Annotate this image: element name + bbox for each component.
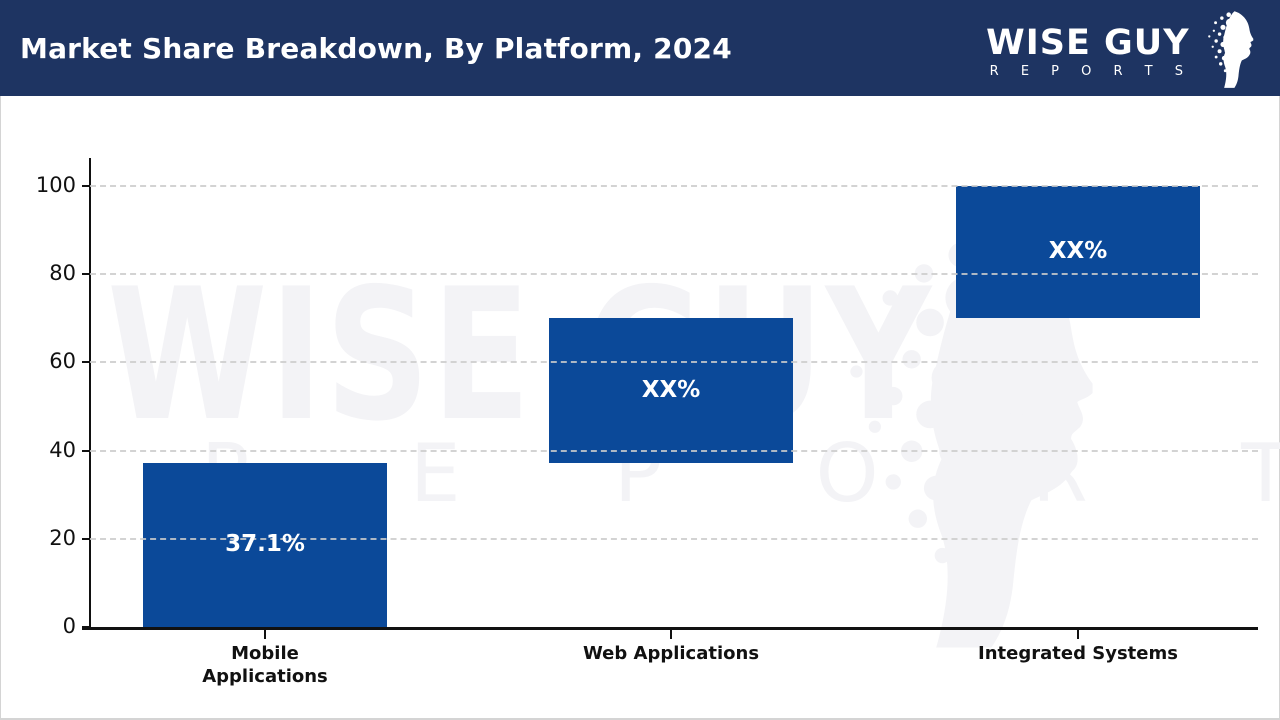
bar-value-label: XX% <box>1048 238 1108 265</box>
gridline-y100 <box>90 185 1258 187</box>
brand-logo: WISE GUY R E P O R T S <box>984 6 1266 92</box>
watermark-text-1: WISE GUY <box>107 249 933 461</box>
y-axis-tick <box>82 361 90 364</box>
x-axis-tick <box>1077 630 1079 639</box>
page-title: Market Share Breakdown, By Platform, 202… <box>20 31 732 65</box>
y-tick-label: 60 <box>49 349 76 374</box>
y-tick-label: 20 <box>49 525 76 550</box>
brand-name: WISE GUY <box>986 23 1190 63</box>
y-axis-line <box>89 158 91 629</box>
x-category-label: Mobile Applications <box>202 643 328 687</box>
gridline-y20 <box>90 537 1258 540</box>
gridline-y40 <box>90 449 1258 452</box>
y-axis-tick <box>82 273 90 276</box>
y-tick-label: 100 <box>35 173 76 197</box>
bar-3 <box>956 186 1200 319</box>
brand-logo-text: WISE GUY R E P O R T S <box>984 23 1192 79</box>
bar-value-label: 37.1% <box>225 531 305 558</box>
brand-subtitle: R E P O R T S <box>989 64 1192 79</box>
x-axis-line <box>82 627 1258 630</box>
y-tick-label: 40 <box>49 437 76 462</box>
bar-1 <box>143 463 387 627</box>
bar-2 <box>549 318 793 464</box>
y-axis-tick <box>82 185 90 187</box>
y-tick-label: 80 <box>49 261 76 286</box>
x-category-label: Web Applications <box>582 643 760 664</box>
y-axis-tick <box>82 449 90 452</box>
gridline-y80 <box>90 273 1258 276</box>
chart-area: WISE GUY R E P O R T S 02040608010037.1%… <box>0 96 1280 720</box>
bar-value-label: XX% <box>641 376 701 403</box>
y-axis-tick <box>82 537 90 540</box>
x-category-label: Integrated Systems <box>978 643 1178 664</box>
y-tick-label: 0 <box>62 614 76 638</box>
head-profile-logo-icon <box>1196 9 1266 89</box>
x-axis-tick <box>264 630 266 639</box>
gridline-y60 <box>90 361 1258 364</box>
title-bar: Market Share Breakdown, By Platform, 202… <box>0 0 1280 96</box>
x-axis-tick <box>670 630 672 639</box>
